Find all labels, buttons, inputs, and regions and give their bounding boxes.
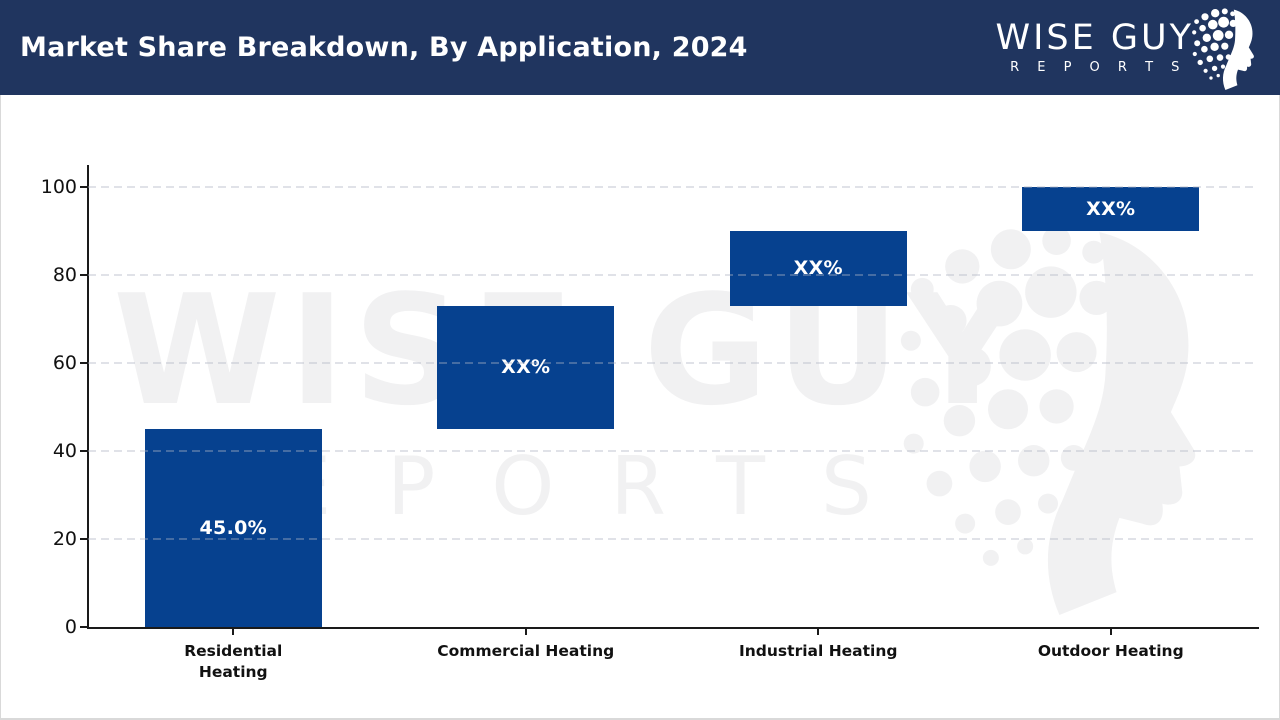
gridline-y-20 bbox=[88, 538, 1258, 540]
chart-area: WISE GUY REPORTS 0 20 40 60 80 100 45.0% Reside… bbox=[0, 95, 1280, 720]
gridline-y-60 bbox=[88, 362, 1258, 364]
bar-3: XX% bbox=[1022, 187, 1200, 231]
y-tick-label-0: 0 bbox=[64, 616, 77, 638]
brand-name: WISE GUY bbox=[995, 17, 1194, 58]
y-tick-label-80: 80 bbox=[52, 264, 77, 286]
gridline-y-100 bbox=[88, 186, 1258, 188]
y-tick-label-60: 60 bbox=[52, 352, 77, 374]
y-tick-mark-40 bbox=[80, 450, 87, 452]
gridline-y-80 bbox=[88, 274, 1258, 276]
brand-subtitle: R E P O R T S bbox=[1010, 59, 1187, 75]
x-axis-line bbox=[87, 627, 1259, 629]
x-tick-mark-3 bbox=[1109, 629, 1112, 635]
x-category-label-3: Outdoor Heating bbox=[1037, 642, 1184, 660]
bar-2: XX% bbox=[729, 231, 907, 306]
y-tick-label-20: 20 bbox=[52, 528, 77, 550]
bar-value-label: XX% bbox=[501, 356, 551, 379]
x-category-label-2: Industrial Heating bbox=[739, 642, 898, 660]
page-title: Market Share Breakdown, By Application, … bbox=[20, 32, 748, 63]
y-tick-mark-100 bbox=[80, 186, 87, 188]
bar-value-label: XX% bbox=[1086, 198, 1136, 220]
y-axis-line bbox=[87, 165, 89, 629]
brand-logo: WISE GUY R E P O R T S bbox=[995, 6, 1266, 90]
y-tick-label-40: 40 bbox=[52, 440, 77, 462]
x-tick-mark-0 bbox=[232, 629, 235, 635]
y-tick-label-100: 100 bbox=[40, 176, 77, 198]
x-tick-mark-2 bbox=[817, 629, 820, 635]
x-category-label-1: Commercial Heating bbox=[437, 642, 615, 660]
y-tick-mark-20 bbox=[80, 538, 87, 540]
gridline-y-40 bbox=[88, 450, 1258, 452]
bar-1: XX% bbox=[437, 305, 615, 429]
x-category-label-0: Residential Heating bbox=[184, 642, 283, 681]
bar-value-label: XX% bbox=[793, 257, 843, 280]
report-header: Market Share Breakdown, By Application, … bbox=[0, 0, 1280, 95]
bar-value-label: 45.0% bbox=[199, 517, 267, 539]
bar-0: 45.0% bbox=[144, 429, 322, 627]
x-tick-mark-1 bbox=[524, 629, 527, 635]
y-tick-mark-60 bbox=[80, 362, 87, 364]
y-tick-mark-80 bbox=[80, 274, 87, 276]
dotted-head-profile-icon bbox=[1192, 7, 1254, 90]
y-tick-mark-0 bbox=[80, 626, 87, 628]
brand-logo-text: WISE GUY R E P O R T S bbox=[995, 17, 1194, 75]
